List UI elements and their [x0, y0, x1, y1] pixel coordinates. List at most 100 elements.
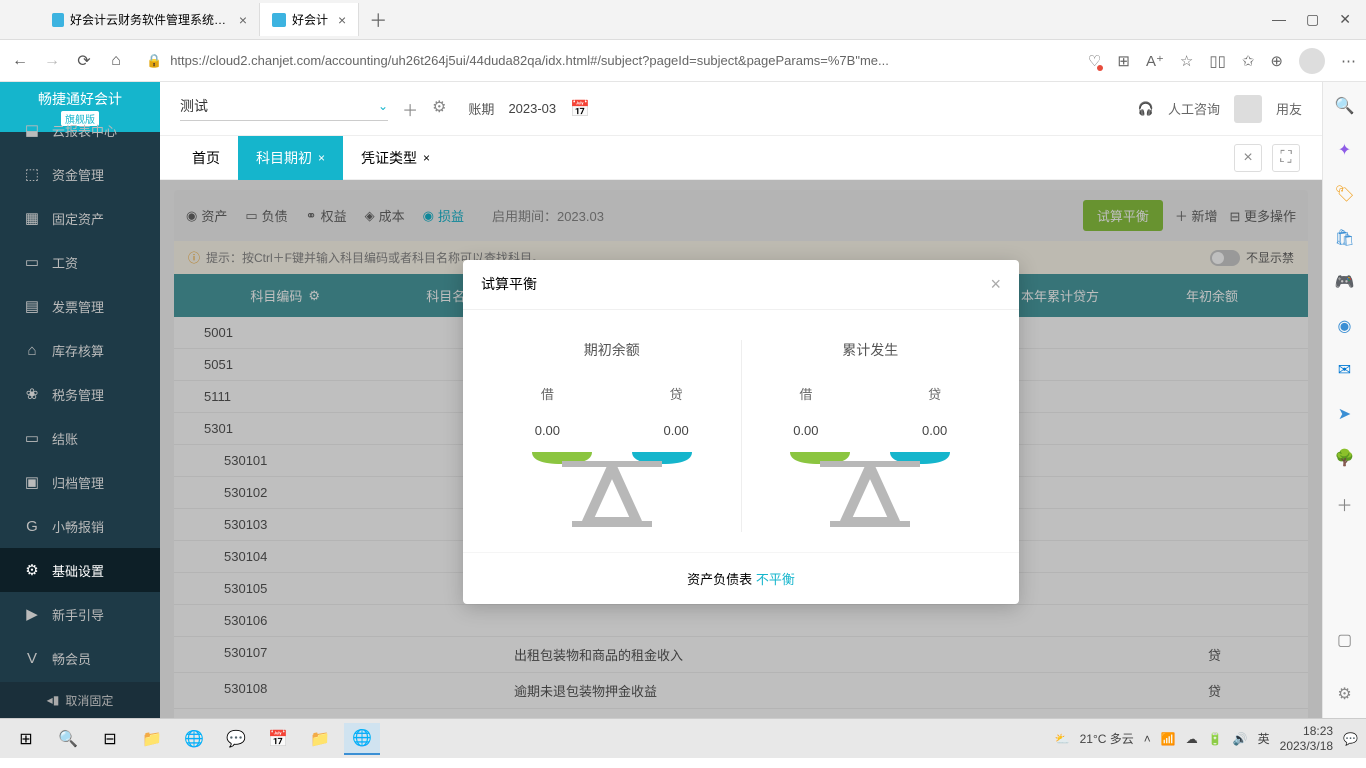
add-icon[interactable]: ＋: [402, 97, 418, 121]
tag-icon[interactable]: 🏷: [1334, 184, 1354, 204]
tab-home[interactable]: 首页: [174, 136, 238, 180]
tabs-actions: × ⛶: [1234, 144, 1308, 172]
sidebar-item[interactable]: V畅会员: [0, 636, 160, 680]
calendar-app[interactable]: 📅: [260, 723, 296, 755]
collections-icon[interactable]: ▯▯: [1209, 52, 1226, 70]
sidebar-item[interactable]: ⌂库存核算: [0, 328, 160, 372]
sidebar-label: 畅会员: [52, 649, 91, 668]
calendar-icon[interactable]: 📅: [570, 99, 590, 119]
tab-subject-init[interactable]: 科目期初 ×: [238, 136, 343, 180]
wechat-icon[interactable]: 💬: [218, 723, 254, 755]
menu-icon[interactable]: ⋯: [1341, 52, 1356, 70]
browser-tabs: 好会计云财务软件管理系统_会计... × 好会计 × ＋: [0, 3, 397, 36]
tab-label: 凭证类型: [361, 148, 417, 168]
start-button[interactable]: ⊞: [8, 723, 44, 755]
app-container: 畅捷通好会计 旗舰版 ⬓云报表中心⬚资金管理▦固定资产▭工资▤发票管理⌂库存核算…: [0, 82, 1366, 718]
window-controls: — ▢ ✕: [1272, 11, 1366, 28]
add-strip-icon[interactable]: ＋: [1336, 492, 1352, 516]
close-all-button[interactable]: ×: [1234, 144, 1262, 172]
tab-close-icon[interactable]: ×: [338, 12, 346, 28]
tree-icon[interactable]: 🌳: [1335, 448, 1355, 468]
sidebar-icon: ▶: [24, 605, 40, 623]
col-title: 期初余额: [483, 340, 741, 360]
fullscreen-button[interactable]: ⛶: [1272, 144, 1300, 172]
search-icon[interactable]: 🔍: [1335, 96, 1355, 116]
browser-tab-1[interactable]: 好会计云财务软件管理系统_会计... ×: [40, 3, 260, 36]
settings-strip-icon[interactable]: ⚙: [1337, 684, 1351, 704]
sidebar-item[interactable]: ▭结账: [0, 416, 160, 460]
period-label: 账期: [468, 99, 494, 118]
tab-close-icon[interactable]: ×: [423, 151, 430, 165]
battery-icon[interactable]: 🔋: [1208, 732, 1223, 746]
reader-icon[interactable]: A⁺: [1146, 52, 1164, 70]
games-icon[interactable]: 🎮: [1335, 272, 1355, 292]
sidebar-label: 固定资产: [52, 209, 104, 228]
tab-label: 好会计: [292, 11, 328, 28]
weather-icon[interactable]: ⛅: [1055, 732, 1070, 746]
browser-tab-2[interactable]: 好会计 ×: [260, 3, 359, 36]
sidebar-item[interactable]: ❀税务管理: [0, 372, 160, 416]
volume-icon[interactable]: 🔊: [1233, 732, 1248, 746]
clock[interactable]: 18:23 2023/3/18: [1280, 724, 1333, 753]
shop-icon[interactable]: 🛍: [1334, 228, 1354, 248]
edge-icon[interactable]: ◉: [1338, 316, 1352, 336]
tab-close-icon[interactable]: ×: [239, 12, 247, 28]
app-1[interactable]: 📁: [134, 723, 170, 755]
sidebar-icon: ▦: [24, 209, 40, 227]
sidebar-item[interactable]: ⚙基础设置: [0, 548, 160, 592]
sidebar-item[interactable]: ⬚资金管理: [0, 152, 160, 196]
sidebar-icon: ⬚: [24, 165, 40, 183]
settings-icon[interactable]: ⚙: [432, 97, 446, 121]
cumulative-col: 累计发生 借 贷 0.00 0.00: [742, 340, 1000, 532]
sidebar-item[interactable]: ▤发票管理: [0, 284, 160, 328]
taskview-button[interactable]: ⊟: [92, 723, 128, 755]
tray-chevron[interactable]: ˄: [1144, 732, 1151, 746]
modal-close-button[interactable]: ×: [990, 274, 1001, 295]
consult-link[interactable]: 人工咨询: [1168, 99, 1220, 118]
profile-avatar[interactable]: [1299, 48, 1325, 74]
sidebar-item[interactable]: ▣归档管理: [0, 460, 160, 504]
minimize-button[interactable]: —: [1272, 11, 1286, 28]
sidebar-item[interactable]: ▭工资: [0, 240, 160, 284]
search-taskbar[interactable]: 🔍: [50, 723, 86, 755]
browser-titlebar: 好会计云财务软件管理系统_会计... × 好会计 × ＋ — ▢ ✕: [0, 0, 1366, 40]
extensions-icon[interactable]: ⊞: [1117, 52, 1130, 70]
wifi-icon[interactable]: 📶: [1161, 732, 1176, 746]
balance-labels: 借 贷: [483, 384, 741, 403]
user-avatar[interactable]: [1234, 95, 1262, 123]
favorite-icon[interactable]: ☆: [1180, 52, 1193, 70]
favorites-bar-icon[interactable]: ✩: [1242, 52, 1255, 70]
chrome-icon[interactable]: 🌐: [176, 723, 212, 755]
sidebar-label: 结账: [52, 429, 78, 448]
close-button[interactable]: ✕: [1339, 11, 1351, 28]
back-button[interactable]: ←: [10, 52, 30, 70]
maximize-button[interactable]: ▢: [1306, 11, 1319, 28]
forward-button[interactable]: →: [42, 52, 62, 70]
top-right: 🎧 人工咨询 用友: [1138, 95, 1302, 123]
sidebar-item[interactable]: ▦ 固定资产: [0, 196, 160, 240]
ime-text[interactable]: 英: [1258, 730, 1270, 747]
url-bar[interactable]: 🔒 https://cloud2.chanjet.com/accounting/…: [138, 53, 1076, 69]
outlook-icon[interactable]: ✉: [1338, 360, 1351, 380]
company-dropdown[interactable]: 测试 ⌄: [180, 96, 388, 121]
sidebar-item[interactable]: G小畅报销: [0, 504, 160, 548]
refresh-button[interactable]: ⟳: [74, 51, 94, 71]
sidebar-label: 工资: [52, 253, 78, 272]
explorer-icon[interactable]: 📁: [302, 723, 338, 755]
new-tab-button[interactable]: ＋: [359, 7, 397, 33]
sidebar-label: 发票管理: [52, 297, 104, 316]
panel-icon[interactable]: ▢: [1337, 630, 1352, 650]
edge-taskbar[interactable]: 🌐: [344, 723, 380, 755]
home-button[interactable]: ⌂: [106, 52, 126, 70]
modal-overlay[interactable]: 试算平衡 × 期初余额 借 贷 0.00 0.00: [160, 180, 1322, 718]
sidebar-collapse[interactable]: ◂▮ 取消固定: [0, 682, 160, 718]
notification-icon[interactable]: ♡: [1088, 52, 1101, 70]
bing-icon[interactable]: ✦: [1338, 140, 1351, 160]
notifications-icon[interactable]: 💬: [1343, 732, 1358, 746]
tab-voucher-type[interactable]: 凭证类型 ×: [343, 136, 448, 180]
tab-close-icon[interactable]: ×: [318, 151, 325, 165]
cloud-icon[interactable]: ☁: [1186, 732, 1198, 746]
sidebar-item[interactable]: ▶新手引导: [0, 592, 160, 636]
send-icon[interactable]: ➤: [1338, 404, 1351, 424]
app-icon[interactable]: ⊕: [1270, 52, 1283, 70]
